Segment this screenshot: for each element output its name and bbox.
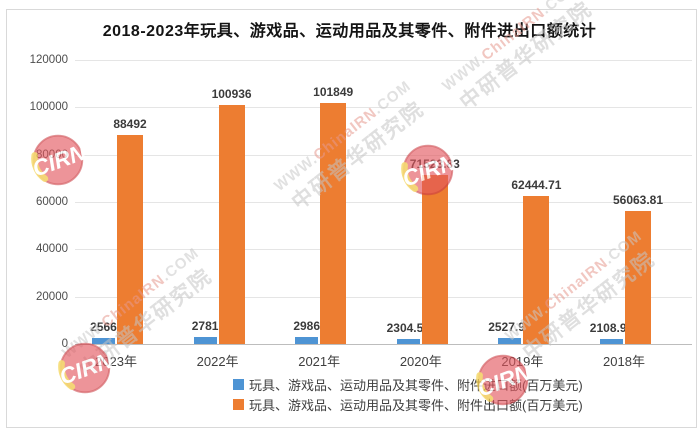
gridline (75, 154, 692, 156)
bar-export (117, 134, 143, 344)
gridline (75, 202, 692, 203)
gridline (75, 107, 692, 109)
bar-export (421, 174, 448, 344)
bar-import (193, 337, 217, 344)
bar-export (320, 103, 347, 344)
value-label: 2527.93 (488, 320, 532, 334)
y-axis-tick-label: 20000 (36, 290, 68, 303)
y-axis-tick-label: 40000 (36, 243, 68, 256)
x-axis-line (75, 344, 692, 345)
value-label: 2566 (90, 319, 117, 334)
x-axis-category-label: 2020年 (399, 354, 442, 369)
bar-import (92, 337, 115, 344)
legend-label: 玩具、游戏品、运动用品及其零件、附件进口额(百万美元) (249, 377, 583, 393)
value-label: 62444.71 (511, 178, 562, 193)
legend-swatch (233, 378, 244, 390)
value-label: 2781 (191, 319, 219, 334)
chart-title: 2018-2023年玩具、游戏品、运动用品及其零件、附件进出口额统计 (102, 23, 597, 40)
x-axis-category-label: 2018年 (603, 354, 645, 369)
legend: 玩具、游戏品、运动用品及其零件、附件进口额(百万美元) 玩具、游戏品、运动用品及其… (233, 374, 583, 414)
legend-label: 玩具、游戏品、运动用品及其零件、附件出口额(百万美元) (249, 397, 583, 413)
y-axis-tick-label: 80000 (36, 148, 68, 161)
value-label: 2304.58 (386, 320, 430, 335)
y-axis-tick-label: 60000 (36, 196, 68, 208)
bar-import (396, 338, 420, 344)
value-label: 100936 (211, 87, 252, 102)
value-label: 2108.91 (589, 321, 634, 335)
legend-item-export: 玩具、游戏品、运动用品及其零件、附件出口额(百万美元) (233, 394, 583, 414)
gridline (75, 249, 692, 251)
legend-swatch (233, 398, 244, 410)
legend-item-import: 玩具、游戏品、运动用品及其零件、附件进口额(百万美元) (233, 374, 583, 394)
gridline (75, 60, 692, 61)
value-label: 71523.83 (409, 156, 460, 171)
gridline (75, 296, 692, 298)
x-axis-category-label: 2021年 (298, 354, 341, 369)
bar-export (523, 196, 550, 344)
x-axis-category-label: 2023年 (95, 354, 137, 369)
y-axis-tick-label: 0 (61, 338, 68, 350)
value-label: 101849 (313, 85, 354, 99)
x-axis-category-label: 2022年 (196, 354, 239, 369)
bar-import (600, 339, 623, 344)
bar-import (295, 336, 319, 344)
bar-export (218, 105, 245, 344)
value-label: 2986 (293, 318, 321, 333)
x-axis-category-label: 2019年 (501, 354, 544, 369)
y-axis-tick-label: 100000 (29, 101, 68, 114)
y-axis-tick-label: 120000 (29, 54, 68, 66)
bar-import (498, 338, 522, 344)
bar-export (625, 211, 651, 344)
value-label: 56063.81 (612, 193, 664, 208)
value-label: 88492 (113, 116, 147, 131)
